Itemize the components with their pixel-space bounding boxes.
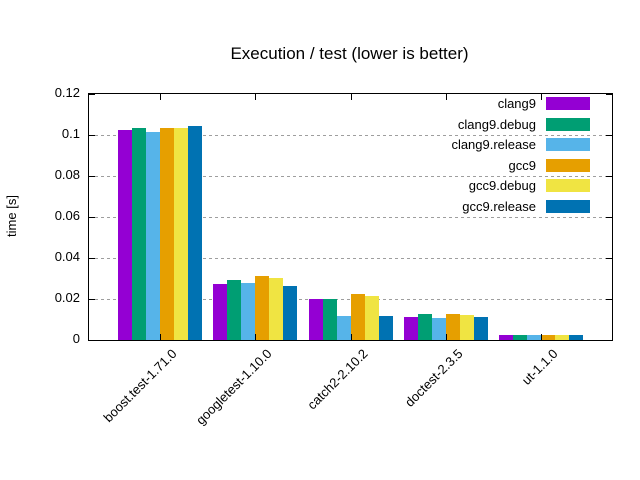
plot-area: clang9 clang9.debug clang9.release gcc9 gcc9…: [88, 93, 613, 341]
bar-clang9.release: [431, 318, 446, 340]
bar-clang9.release: [146, 132, 161, 340]
legend-swatch: [546, 158, 590, 172]
y-tick-right: [606, 217, 612, 218]
x-tick-top: [350, 94, 352, 100]
bar-gcc9.debug: [364, 296, 379, 340]
bar-clang9: [118, 130, 133, 340]
bar-group: [308, 94, 393, 340]
y-tick-left: [89, 176, 95, 177]
bar-gcc9.release: [473, 317, 488, 340]
bar-gcc9: [445, 314, 460, 340]
bar-clang9: [403, 317, 418, 340]
bar-gcc9: [255, 276, 270, 340]
x-tick-top: [445, 94, 447, 100]
x-tick-top: [160, 94, 162, 100]
y-tick-right: [606, 94, 612, 95]
y-tick-left: [89, 94, 95, 95]
bar-clang9.release: [336, 316, 351, 340]
y-tick-label: 0.1: [61, 126, 80, 141]
gridline: [89, 135, 612, 136]
y-tick-label: 0.12: [54, 85, 80, 100]
legend-label: gcc9.debug: [468, 178, 536, 194]
bar-clang9.release: [241, 283, 256, 340]
y-tick-right: [606, 299, 612, 300]
bar-clang9.debug: [227, 280, 242, 340]
legend-row: gcc9.release: [451, 198, 590, 214]
bar-gcc9.release: [283, 286, 298, 340]
y-tick-right: [606, 135, 612, 136]
legend-label: clang9: [497, 96, 536, 111]
bar-group: [403, 94, 488, 340]
bar-gcc9.debug: [174, 128, 189, 340]
bar-gcc9: [540, 335, 555, 340]
bar-gcc9.release: [378, 316, 393, 340]
y-tick-label: 0: [72, 331, 80, 346]
legend-swatch: [546, 199, 590, 213]
legend-swatch: [546, 97, 590, 110]
legend-label: clang9.debug: [457, 116, 536, 132]
y-tick-left: [89, 258, 95, 259]
y-tick-left: [89, 217, 95, 218]
legend-row: gcc9.debug: [451, 178, 590, 194]
y-tick-label: 0.02: [54, 290, 80, 305]
bar-gcc9.debug: [459, 315, 474, 340]
y-tick-label: 0.04: [54, 249, 80, 264]
legend-label: gcc9.release: [462, 198, 536, 214]
bar-clang9: [498, 335, 513, 340]
bar-clang9.debug: [132, 128, 147, 340]
x-tick-bottom: [445, 334, 447, 340]
legend-row: clang9: [451, 97, 590, 110]
legend-label: clang9.release: [451, 137, 536, 153]
legend: clang9 clang9.debug clang9.release gcc9 gcc9…: [451, 97, 590, 213]
bar-group: [118, 94, 203, 340]
y-tick-left: [89, 135, 95, 136]
bar-gcc9.debug: [269, 278, 284, 340]
gridline: [89, 176, 612, 177]
x-tick-top: [540, 94, 542, 100]
y-tick-left: [89, 299, 95, 300]
x-tick-bottom: [350, 334, 352, 340]
x-tick-top: [255, 94, 257, 100]
gridline: [89, 217, 612, 218]
y-tick-label: 0.08: [54, 167, 80, 182]
x-tick-bottom: [255, 334, 257, 340]
bar-gcc9: [160, 128, 175, 340]
bar-clang9: [308, 299, 323, 340]
y-tick-label: 0.06: [54, 208, 80, 223]
bar-gcc9.release: [188, 126, 203, 340]
y-tick-right: [606, 340, 612, 341]
bar-clang9.debug: [512, 335, 527, 340]
bar-group: [498, 94, 583, 340]
gridline: [89, 258, 612, 259]
x-tick-bottom: [160, 334, 162, 340]
bar-clang9.debug: [417, 314, 432, 340]
bar-gcc9.release: [568, 335, 583, 340]
legend-row: clang9.release: [451, 137, 590, 153]
chart-title: Execution / test (lower is better): [230, 44, 469, 63]
legend-row: clang9.debug: [451, 116, 590, 132]
legend-swatch: [546, 179, 590, 193]
legend-swatch: [546, 138, 590, 152]
bar-clang9.release: [526, 335, 541, 340]
bar-gcc9.debug: [554, 335, 569, 340]
bar-group: [213, 94, 298, 340]
y-axis-label: time [s]: [4, 195, 19, 237]
legend-swatch: [546, 117, 590, 131]
bar-gcc9: [350, 294, 365, 340]
legend-row: gcc9: [451, 157, 590, 173]
bar-clang9: [213, 284, 228, 340]
y-tick-right: [606, 176, 612, 177]
x-tick-bottom: [540, 334, 542, 340]
y-tick-right: [606, 258, 612, 259]
legend-label: gcc9: [508, 157, 536, 173]
x-tick-label: ut-1.1.0: [518, 346, 561, 388]
bar-clang9.debug: [322, 299, 337, 340]
y-tick-left: [89, 340, 95, 341]
